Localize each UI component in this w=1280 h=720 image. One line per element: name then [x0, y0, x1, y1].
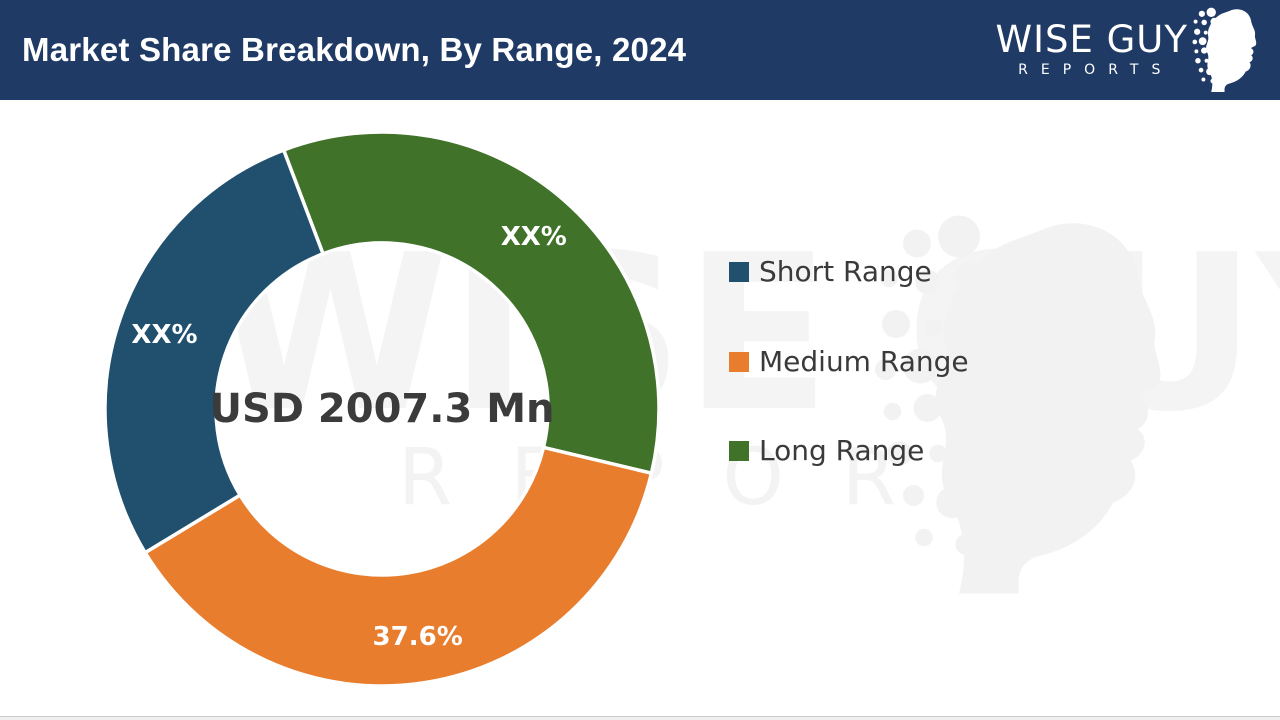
wiseguy-logo-text: WISE GUY REPORTS [995, 18, 1188, 79]
donut-chart: XX% 37.6% XX% [103, 130, 661, 688]
logo-subtitle: REPORTS [1018, 62, 1174, 78]
legend-item-short-range: Short Range [729, 255, 932, 288]
slice-percentage-label-long-range: XX% [501, 222, 567, 252]
donut-slice-long-range [281, 130, 661, 475]
legend-swatch-short-range [729, 261, 749, 282]
page-title: Market Share Breakdown, By Range, 2024 [22, 31, 687, 68]
slice-percentage-label-short-range: XX% [131, 320, 197, 350]
legend-item-long-range: Long Range [729, 434, 924, 467]
chart-center-value: USD 2007.3 Mn [209, 386, 555, 432]
slice-percentage-label-medium-range: 37.6% [373, 622, 463, 652]
legend-swatch-long-range [729, 440, 749, 461]
legend-item-medium-range: Medium Range [729, 345, 969, 378]
face-profile-logo-icon [1192, 7, 1257, 92]
donut-slice-medium-range [143, 445, 654, 688]
header-bar: Market Share Breakdown, By Range, 2024 W… [0, 0, 1280, 100]
logo-wordmark: WISE GUY [995, 18, 1188, 61]
wiseguy-logo: WISE GUY REPORTS [996, 6, 1270, 92]
legend-label: Short Range [759, 255, 932, 288]
legend-label: Long Range [759, 434, 925, 467]
legend-label: Medium Range [759, 345, 969, 378]
legend-swatch-medium-range [729, 351, 749, 372]
face-profile-watermark [875, 215, 1161, 594]
donut-slice-short-range [103, 148, 325, 555]
bottom-border [0, 716, 1280, 720]
